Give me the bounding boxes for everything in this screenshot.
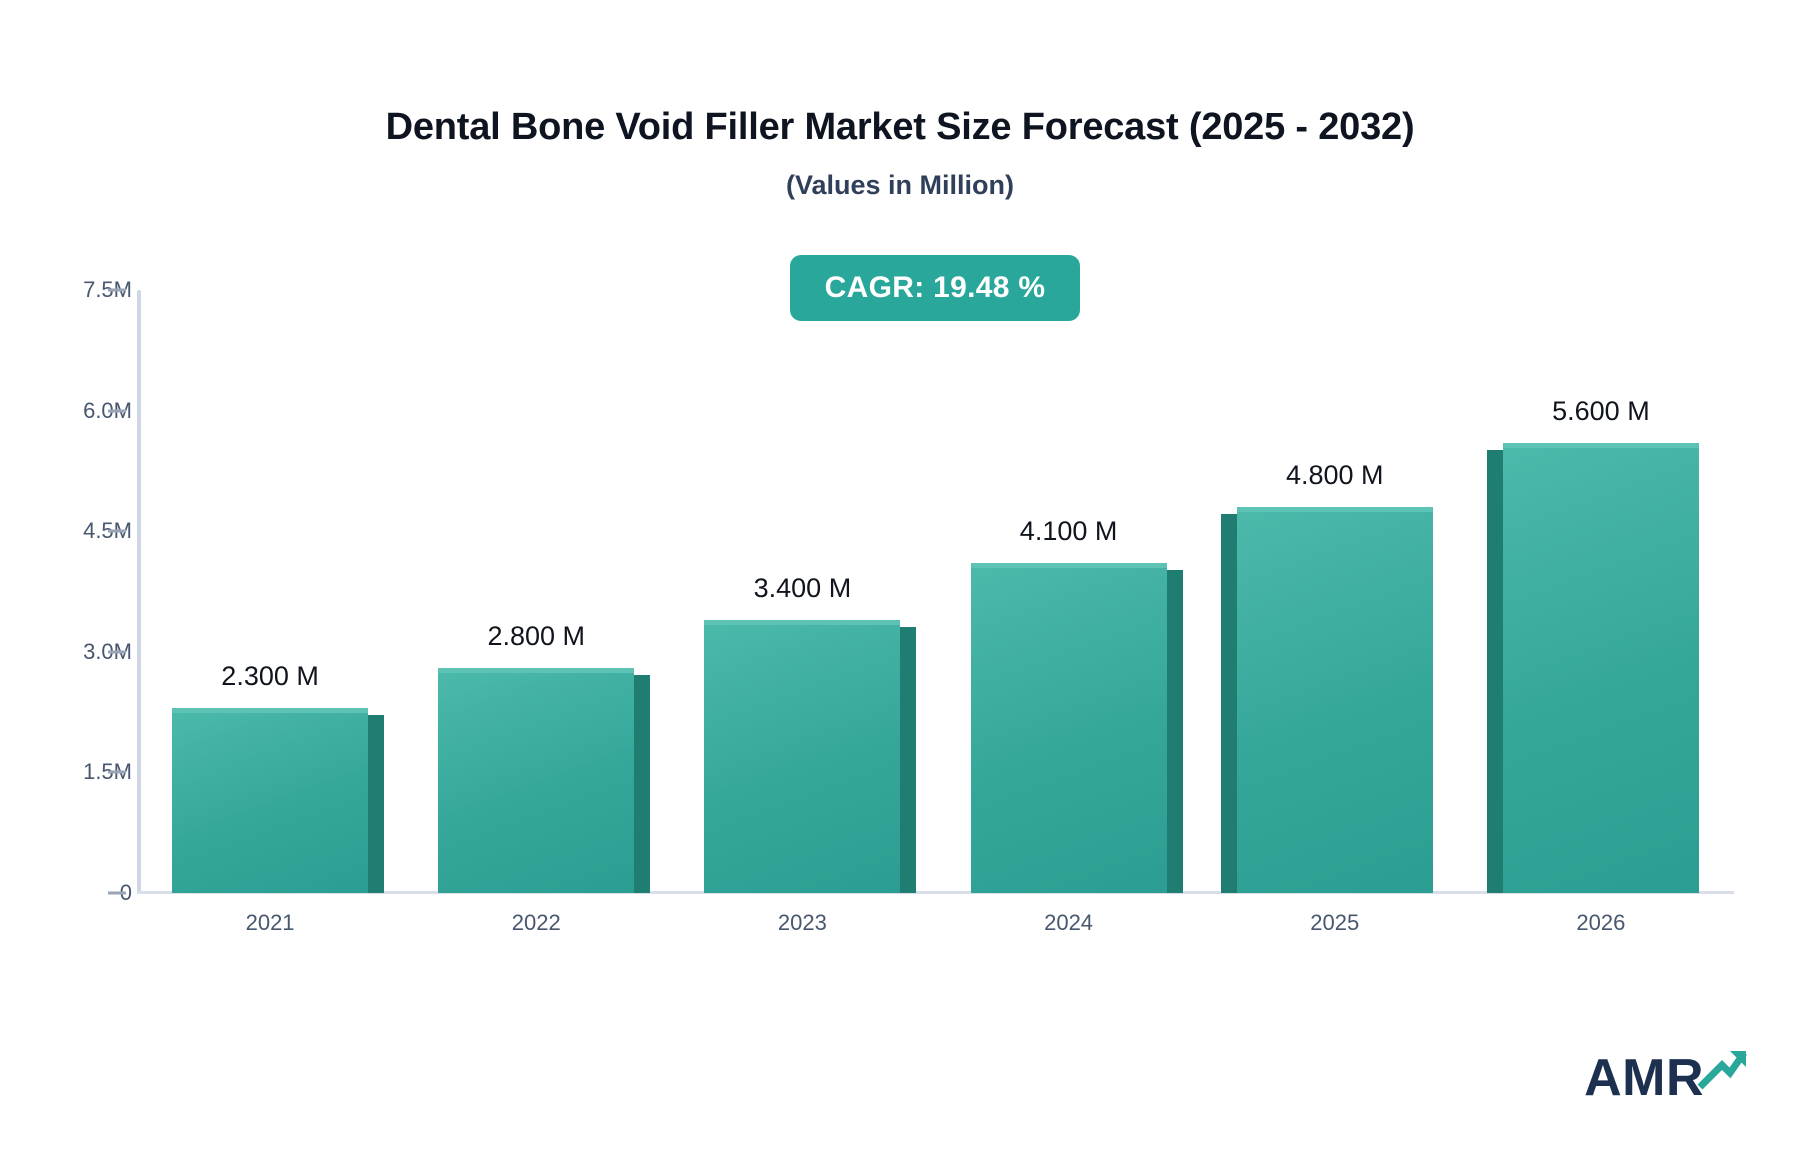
- bar-front-face: [704, 619, 901, 893]
- bar-value-label: 2.300 M: [221, 661, 319, 692]
- bar-front-face: [1236, 507, 1433, 893]
- bar-value-label: 4.800 M: [1285, 460, 1384, 491]
- x-axis-tick-label: 2024: [1044, 910, 1094, 935]
- y-axis-tick-mark: [108, 288, 126, 292]
- bar-top-face: [172, 708, 369, 714]
- x-axis-tick-label: 2021: [245, 910, 295, 935]
- bar-front-face: [1502, 442, 1699, 893]
- y-axis-tick-mark: [108, 891, 126, 895]
- bar-side-face: [1166, 570, 1183, 893]
- bar-side-face: [900, 626, 917, 893]
- amr-logo: AMR: [1584, 1047, 1748, 1104]
- logo-wordmark: AMR: [1584, 1049, 1704, 1107]
- y-axis-line: [137, 290, 141, 893]
- bar-column[interactable]: 5.600 M: [1486, 290, 1699, 893]
- x-axis-tick-label: 2022: [511, 910, 561, 935]
- cagr-badge: CAGR: 19.48 %: [790, 255, 1080, 321]
- bar-top-face: [704, 619, 901, 625]
- bar-top-face: [1236, 507, 1433, 513]
- bar-value-label: 2.800 M: [487, 620, 586, 651]
- chart-subtitle: (Values in Million): [785, 169, 1015, 200]
- chart-header: Dental Bone Void Filler Market Size Fore…: [0, 0, 1800, 201]
- bar-top-face: [1502, 442, 1699, 448]
- bar-front-face: [172, 708, 369, 893]
- bar-top-face: [438, 667, 635, 673]
- bar-side-face: [634, 674, 651, 893]
- bar-series: 2.300 M 2.800 M 3.400 M 4.100 M 4.800 M 5.600…: [137, 290, 1734, 893]
- x-axis-tick-label: 2025: [1310, 910, 1360, 935]
- bar-side-face: [1220, 514, 1237, 893]
- y-axis-tick-mark: [108, 409, 126, 413]
- bar-column[interactable]: 4.800 M: [1220, 290, 1433, 893]
- bar-value-label: 4.100 M: [1019, 516, 1118, 547]
- bar-column[interactable]: 2.300 M: [172, 290, 385, 893]
- y-axis-tick-mark: [108, 529, 126, 533]
- y-axis-tick-mark: [108, 650, 126, 654]
- cagr-badge-label: CAGR: 19.48 %: [824, 271, 1046, 304]
- bar-front-face: [970, 563, 1167, 893]
- bar-side-face: [368, 715, 385, 893]
- bar-column[interactable]: 3.400 M: [704, 290, 917, 893]
- page-title: Dental Bone Void Filler Market Size Fore…: [385, 106, 1415, 148]
- bar-column[interactable]: 4.100 M: [970, 290, 1183, 893]
- growth-arrow-icon: [1696, 1047, 1748, 1096]
- bar-column[interactable]: 2.800 M: [438, 290, 651, 893]
- bar-value-label: 3.400 M: [753, 572, 852, 603]
- bar-front-face: [438, 667, 635, 893]
- bar-value-label: 5.600 M: [1552, 395, 1650, 426]
- bar-side-face: [1486, 449, 1503, 893]
- x-axis-tick-label: 2026: [1576, 910, 1626, 935]
- x-axis-tick-label: 2023: [777, 910, 827, 935]
- bar-top-face: [970, 563, 1167, 569]
- x-axis-line: [137, 891, 1734, 894]
- y-axis-tick-mark: [108, 770, 126, 774]
